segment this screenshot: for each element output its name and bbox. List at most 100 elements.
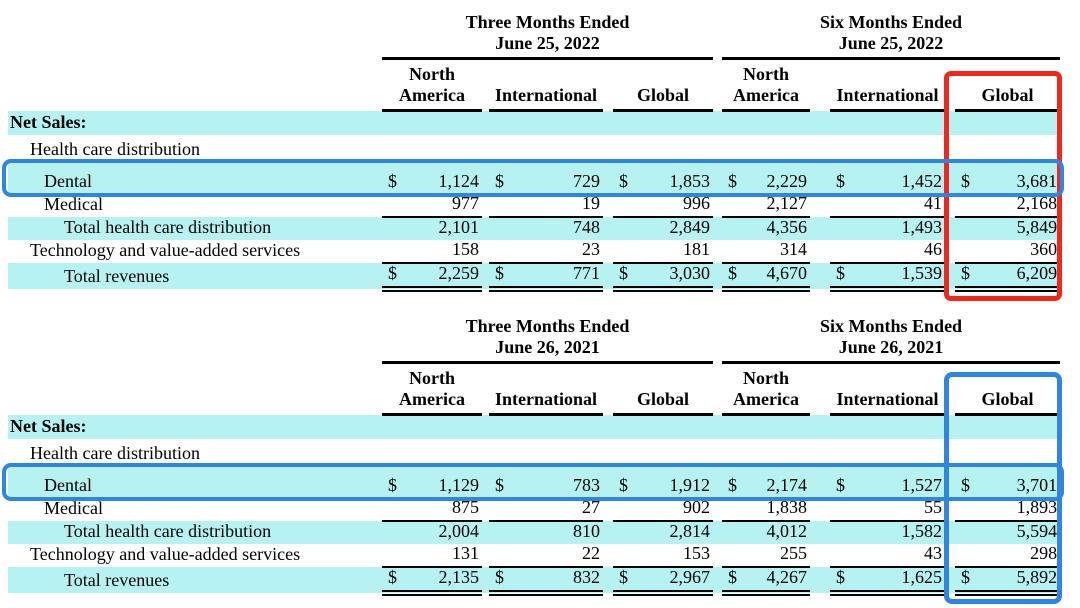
table-row-net-sales: Net Sales: — [8, 110, 1061, 135]
cell-value: 255 — [780, 542, 808, 563]
row-label: Net Sales: — [10, 111, 87, 132]
cell-value: 41 — [924, 192, 943, 213]
currency-symbol: $ — [495, 262, 504, 283]
cell-value: 131 — [452, 542, 479, 563]
cell-value: 4,670 — [766, 262, 808, 283]
cell-value: 1,582 — [901, 520, 943, 541]
cell-value: 2,814 — [669, 520, 711, 541]
cell-value: 875 — [452, 496, 479, 517]
currency-symbol: $ — [728, 262, 738, 283]
cell-value: 783 — [573, 474, 600, 495]
row-label: Total revenues — [64, 265, 170, 286]
cell-value: 748 — [573, 216, 600, 237]
currency-symbol: $ — [388, 474, 397, 495]
cell-value: 3,030 — [669, 262, 711, 283]
currency-symbol: $ — [961, 262, 971, 283]
period-title: Three Months Ended — [465, 316, 630, 336]
table-row-total-health-care-distribution: Total health care distribution 2,101 748 2,… — [8, 216, 1061, 240]
period-title: Three Months Ended — [465, 12, 630, 32]
currency-symbol: $ — [961, 170, 971, 191]
period-title: Six Months Ended — [820, 316, 963, 336]
column-header-global-6m: Global — [955, 362, 1061, 416]
cell-value: 27 — [582, 496, 600, 517]
cell-value: 153 — [683, 542, 711, 563]
currency-symbol: $ — [619, 262, 628, 283]
column-header-north-america-6m: North America — [722, 58, 811, 112]
table-row-total-health-care-distribution: Total health care distribution 2,004 810 2,… — [8, 520, 1061, 544]
cell-value: 5,892 — [1016, 566, 1058, 587]
currency-symbol: $ — [728, 170, 738, 191]
cell-value: 22 — [582, 542, 600, 563]
currency-symbol: $ — [495, 474, 504, 495]
cell-value: 2,135 — [438, 566, 480, 587]
cell-value: 810 — [573, 520, 600, 541]
column-header-global-3m: Global — [613, 58, 714, 112]
cell-value: 2,004 — [438, 520, 480, 541]
column-header-global-6m: Global — [955, 58, 1061, 112]
cell-value: 1,452 — [901, 170, 943, 191]
cell-value: 1,912 — [669, 474, 711, 495]
row-label: Total health care distribution — [64, 520, 272, 541]
cell-value: 4,012 — [766, 520, 808, 541]
column-header-line: International — [836, 389, 939, 409]
cell-value: 996 — [683, 192, 711, 213]
column-header-north-america-6m: North America — [722, 362, 811, 416]
cell-value: 1,129 — [438, 474, 480, 495]
period-date: June 25, 2022 — [838, 33, 944, 53]
cell-value: 2,168 — [1016, 192, 1058, 213]
cell-value: 2,127 — [766, 192, 808, 213]
row-label: Net Sales: — [10, 415, 87, 436]
cell-value: 1,493 — [901, 216, 943, 237]
column-header-international-6m: International — [830, 362, 946, 416]
row-label: Medical — [44, 497, 103, 518]
column-header-line: America — [399, 85, 465, 105]
cell-value: 2,849 — [669, 216, 711, 237]
column-header-line: Global — [637, 85, 690, 105]
table-row-health-care-distribution: Health care distribution — [8, 135, 1060, 162]
period-date: June 26, 2021 — [838, 337, 944, 357]
table-row-total-revenues: Total revenues $2,259 $771 $3,030 $4,670 $1,5… — [8, 262, 1061, 292]
period-header-row: Three Months Ended June 25, 2022 Six Mon… — [8, 12, 1061, 60]
net-sales-table-2022: Three Months Ended June 25, 2022 Six Mon… — [8, 12, 1061, 292]
cell-value: 5,849 — [1016, 216, 1058, 237]
cell-value: 298 — [1030, 542, 1058, 563]
column-header-north-america-3m: North America — [382, 58, 482, 112]
cell-value: 1,853 — [669, 170, 711, 191]
cell-value: 6,209 — [1016, 262, 1058, 283]
currency-symbol: $ — [836, 566, 846, 587]
column-header-line: International — [836, 85, 939, 105]
cell-value: 977 — [452, 192, 479, 213]
column-header-line: America — [733, 389, 800, 409]
cell-value: 832 — [573, 566, 600, 587]
row-label: Health care distribution — [30, 138, 200, 159]
cell-value: 158 — [452, 238, 479, 259]
table-2021: Three Months Ended June 26, 2021 Six Mon… — [8, 316, 1061, 596]
column-header-line: America — [399, 389, 465, 409]
cell-value: 1,124 — [438, 170, 480, 191]
column-header-line: International — [494, 389, 597, 409]
table-2022-body: Net Sales: Health care distribution Dental… — [8, 110, 1061, 292]
currency-symbol: $ — [619, 566, 628, 587]
cell-value: 2,229 — [766, 170, 808, 191]
cell-value: 2,101 — [438, 216, 480, 237]
column-header-row: North America International Global — [8, 58, 1061, 112]
column-header-global-3m: Global — [613, 362, 714, 416]
row-label: Medical — [44, 193, 103, 214]
column-header-north-america-3m: North America — [382, 362, 482, 416]
cell-value: 2,259 — [438, 262, 480, 283]
table-row-medical: Medical 977 19 996 2,127 41 2,168 — [8, 192, 1061, 218]
currency-symbol: $ — [388, 566, 397, 587]
currency-symbol: $ — [728, 566, 738, 587]
column-header-row: North America International Global — [8, 362, 1061, 416]
column-header-international-3m: International — [489, 362, 603, 416]
currency-symbol: $ — [495, 170, 504, 191]
cell-value: 902 — [683, 496, 711, 517]
cell-value: 1,539 — [901, 262, 943, 283]
cell-value: 4,356 — [766, 216, 808, 237]
row-label: Health care distribution — [30, 442, 200, 463]
cell-value: 314 — [780, 238, 808, 259]
column-header-line: Global — [637, 389, 690, 409]
column-header-line: North — [743, 64, 790, 84]
cell-value: 2,174 — [766, 474, 808, 495]
